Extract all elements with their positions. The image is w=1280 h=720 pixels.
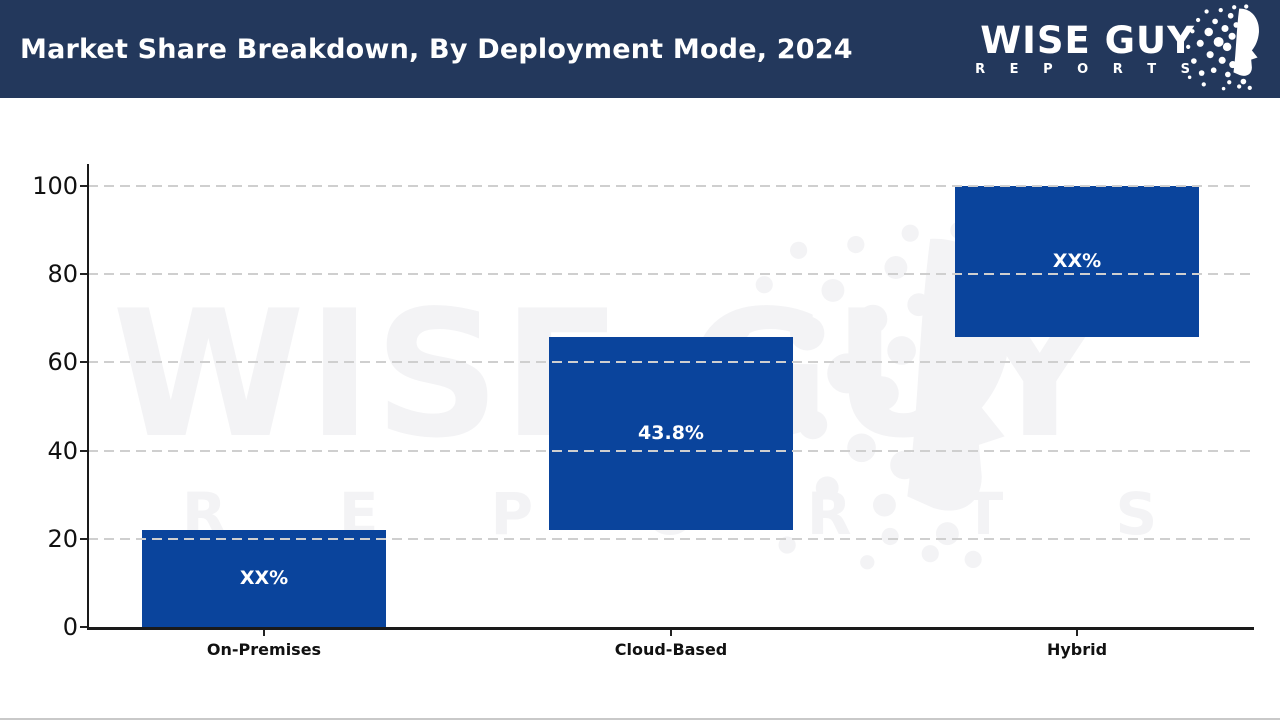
y-tick (80, 185, 87, 187)
axes-layer: On-Premises Cloud-Based Hybrid 0 20 40 60 80 100 (0, 98, 1280, 718)
logo-wordmark: WISE GUY (980, 19, 1195, 62)
y-tick (80, 361, 87, 364)
bars-layer: XX% 43.8% XX% (0, 98, 1280, 718)
x-tick (1076, 629, 1078, 636)
category-label: On-Premises (206, 640, 322, 659)
logo-subtitle: R E P O R T S (975, 62, 1200, 77)
y-tick-label: 60 (47, 348, 78, 377)
y-tick-label: 20 (47, 524, 78, 553)
y-tick (80, 537, 87, 540)
y-tick (80, 626, 87, 628)
y-tick-label: 0 (62, 613, 78, 641)
y-axis-line (87, 164, 89, 629)
wise-guy-reports-logo: WISE GUY R E P O R T S (975, 0, 1280, 98)
y-tick-label: 40 (47, 436, 78, 465)
chart-title: Market Share Breakdown, By Deployment Mo… (20, 33, 853, 65)
bar-cloud-based: 43.8% (549, 336, 793, 530)
x-axis-line (87, 627, 1254, 630)
bar-value-label: XX% (1052, 250, 1102, 273)
bar-value-label: 43.8% (638, 422, 704, 445)
face-profile-dots-icon (1186, 4, 1260, 91)
logo-text: WISE GUY R E P O R T S (975, 22, 1200, 76)
y-tick (80, 449, 87, 452)
y-tick (80, 273, 87, 276)
x-tick (263, 629, 265, 636)
y-tick-label: 80 (47, 260, 78, 289)
x-tick (670, 629, 672, 636)
chart-area: WISE GUY R E P O R T S XX%43.8%XX% On-Pr… (0, 98, 1280, 718)
bar-value-label: XX% (239, 567, 289, 590)
category-label: Hybrid (1046, 640, 1108, 659)
bar-hybrid: XX% (955, 186, 1199, 337)
bar-on-premises: XX% (142, 529, 386, 627)
y-tick-label: 100 (32, 172, 78, 200)
header-banner: Market Share Breakdown, By Deployment Mo… (0, 0, 1280, 98)
category-label: Cloud-Based (614, 640, 728, 659)
